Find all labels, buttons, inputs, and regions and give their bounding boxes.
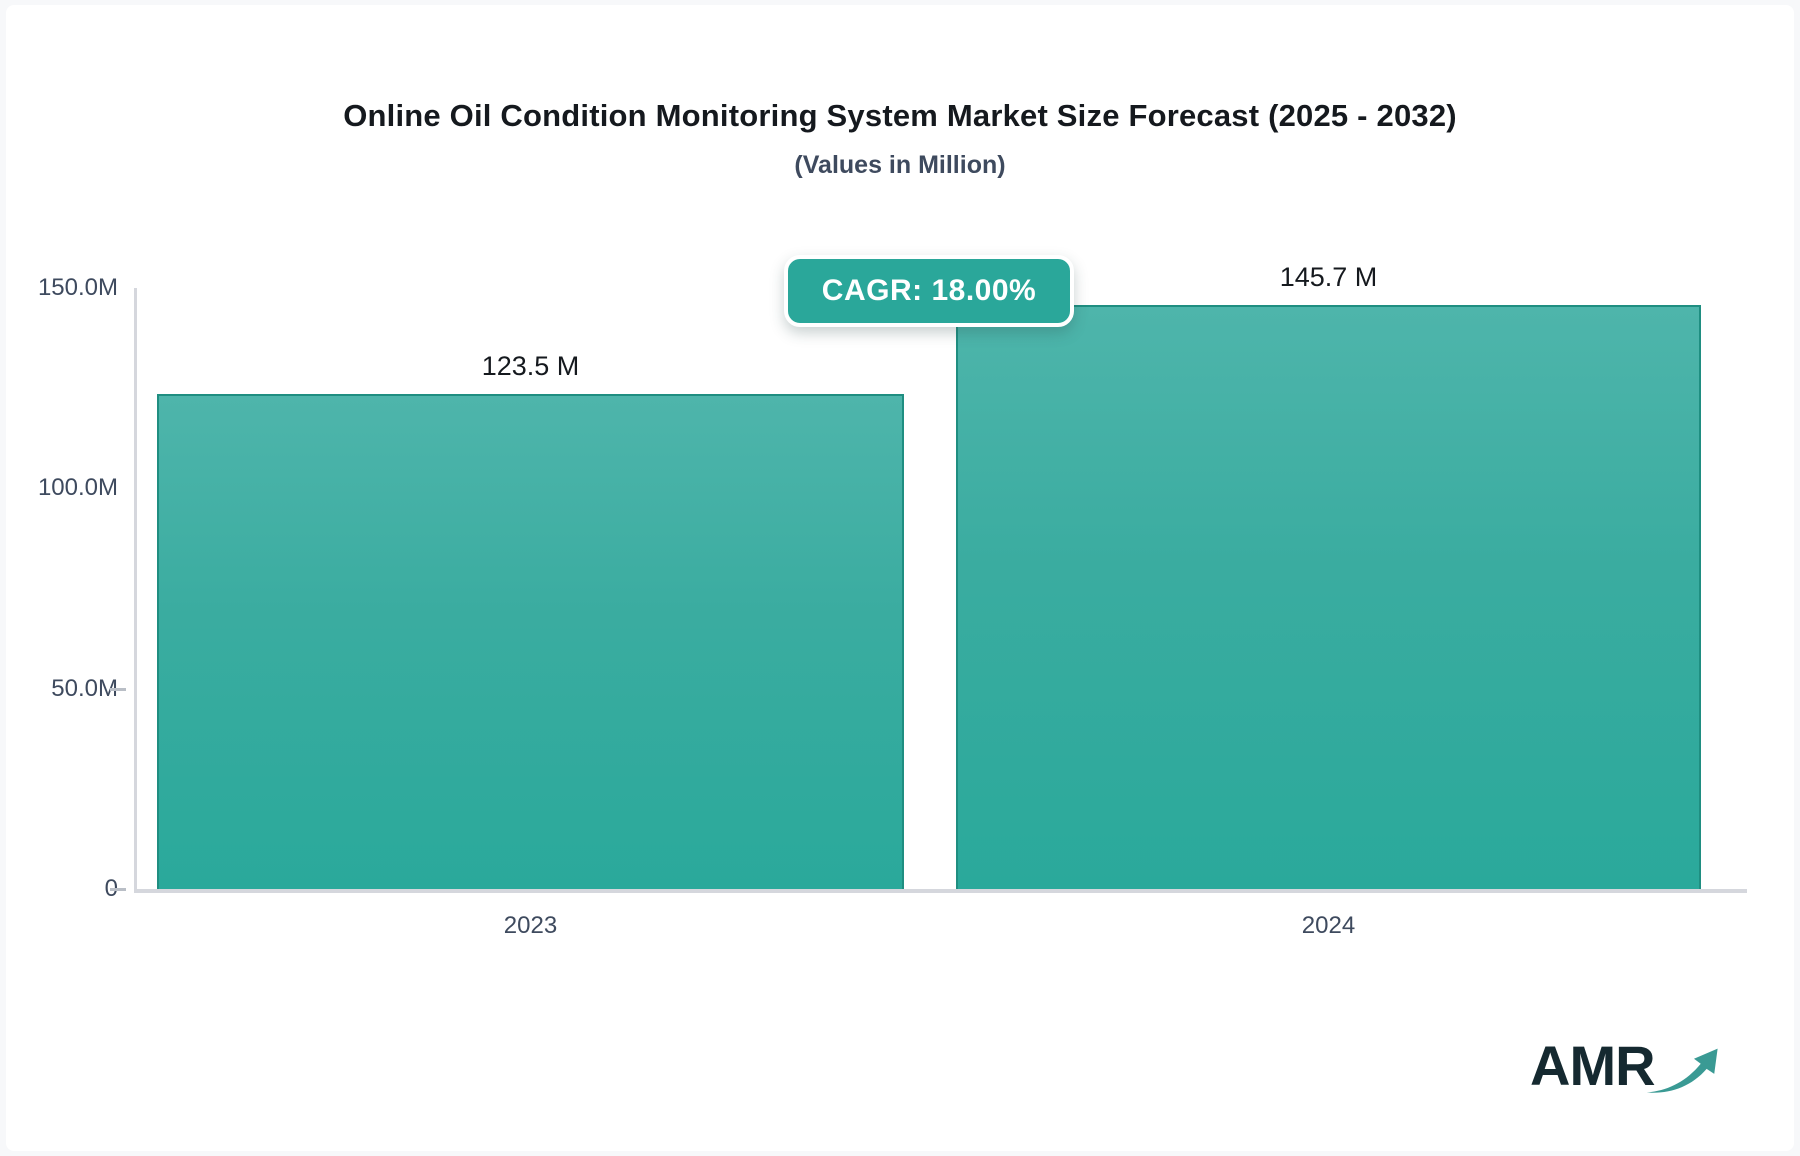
amr-logo-text: AMR [1530, 1033, 1656, 1097]
bar-col-0: 123.5 M [157, 288, 904, 889]
y-axis-tick-mark [110, 888, 126, 891]
chart-card: Online Oil Condition Monitoring System M… [6, 5, 1794, 1151]
x-axis-line [134, 889, 1747, 893]
y-axis-tick-label: 0 [6, 874, 118, 904]
chart-subtitle: (Values in Million) [794, 151, 1006, 179]
y-axis-tick-mark [110, 688, 126, 691]
growth-arrow-icon [1646, 1048, 1718, 1093]
bar-col-1: 145.7 M [956, 262, 1701, 889]
y-axis-tick-label: 50.0M [51, 675, 118, 702]
bar-value-label: 123.5 M [481, 351, 580, 381]
bar-2024 [956, 305, 1701, 889]
y-axis-tick-label: 100.0M [37, 474, 118, 501]
y-axis-line [134, 288, 137, 889]
y-axis-tick-label: 150.0M [37, 274, 118, 301]
amr-logo: AMR [1530, 1031, 1721, 1099]
x-axis-label-2024: 2024 [1301, 912, 1356, 939]
bar-2023 [157, 394, 904, 889]
cagr-badge: CAGR: 18.00% [784, 255, 1074, 327]
x-axis-label-2023: 2023 [503, 912, 558, 939]
chart-title: Online Oil Condition Monitoring System M… [343, 98, 1457, 133]
bar-value-label: 145.7 M [1279, 262, 1378, 292]
